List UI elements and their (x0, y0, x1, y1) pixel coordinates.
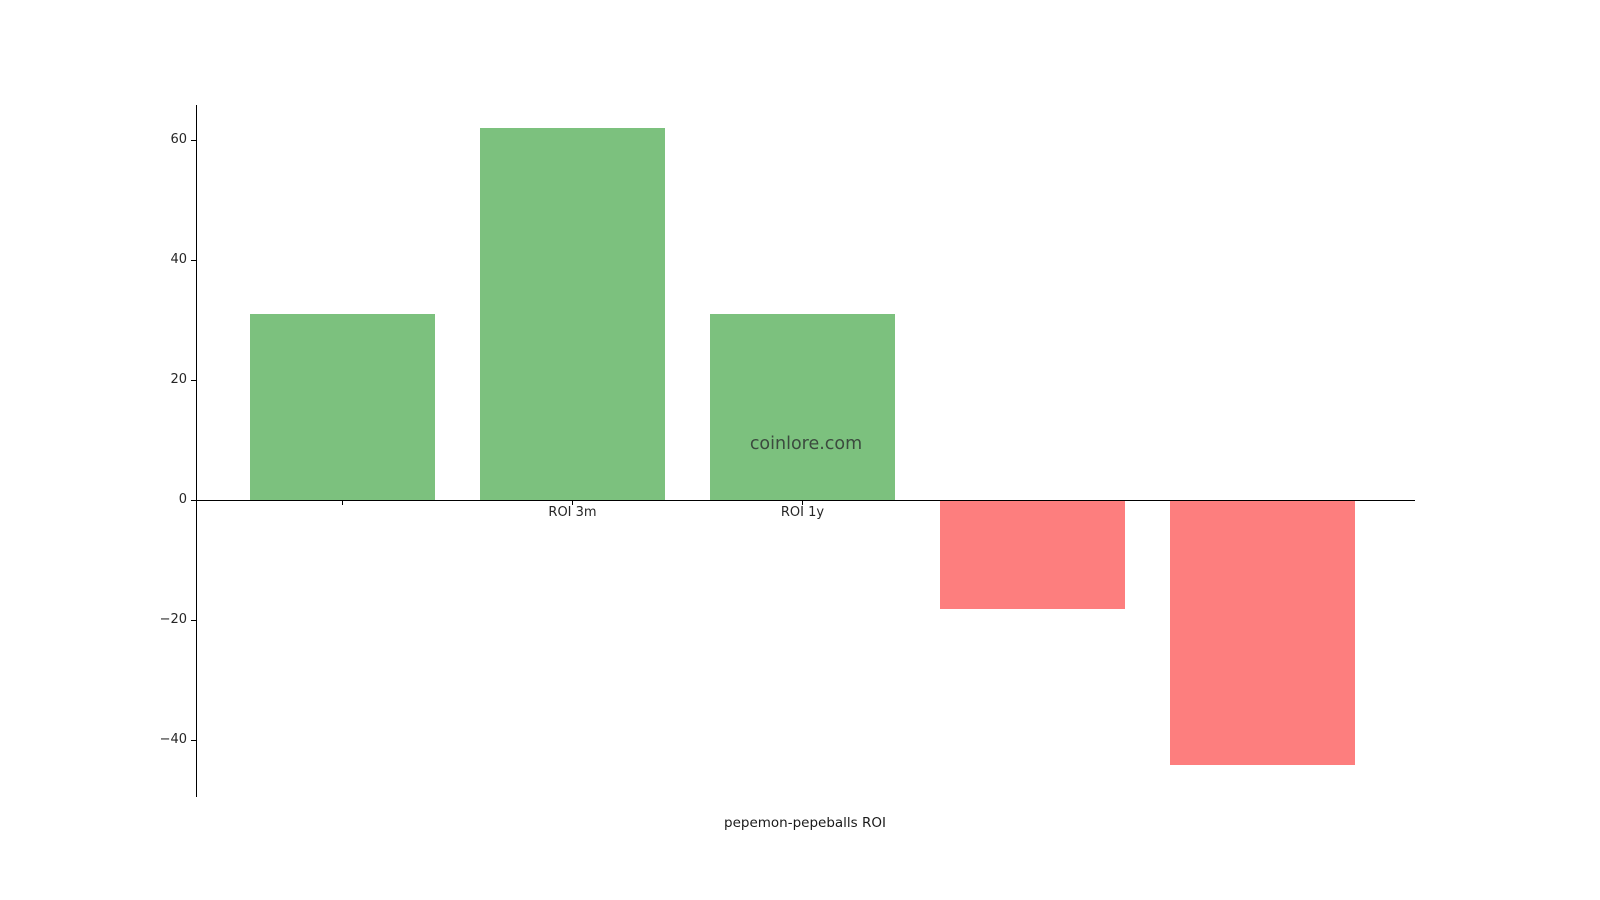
chart-title: pepemon-pepeballs ROI (724, 815, 886, 831)
chart-bar (250, 314, 435, 500)
x-axis-zero-line (196, 500, 1415, 501)
y-tick-label: −20 (159, 612, 187, 627)
x-tick-mark (342, 501, 343, 505)
y-axis-spine (196, 105, 197, 797)
x-tick-label: ROI 1y (780, 505, 825, 520)
y-tick-label: −40 (159, 732, 187, 747)
y-tick-mark (191, 620, 196, 621)
chart-bar (940, 501, 1125, 609)
y-tick-label: 60 (170, 132, 187, 147)
y-tick-label: 0 (178, 492, 187, 507)
y-tick-mark (191, 140, 196, 141)
x-tick-mark (802, 501, 803, 505)
y-tick-label: 40 (170, 252, 187, 267)
watermark-text: coinlore.com (749, 434, 863, 454)
x-tick-label: ROI 3m (548, 505, 597, 520)
y-tick-mark (191, 740, 196, 741)
y-tick-mark (191, 260, 196, 261)
chart-bar (480, 128, 665, 500)
y-tick-label: 20 (170, 372, 187, 387)
y-tick-mark (191, 500, 196, 501)
chart-bar (1170, 501, 1355, 765)
x-tick-mark (572, 501, 573, 505)
y-tick-mark (191, 380, 196, 381)
chart-bar (710, 314, 895, 500)
